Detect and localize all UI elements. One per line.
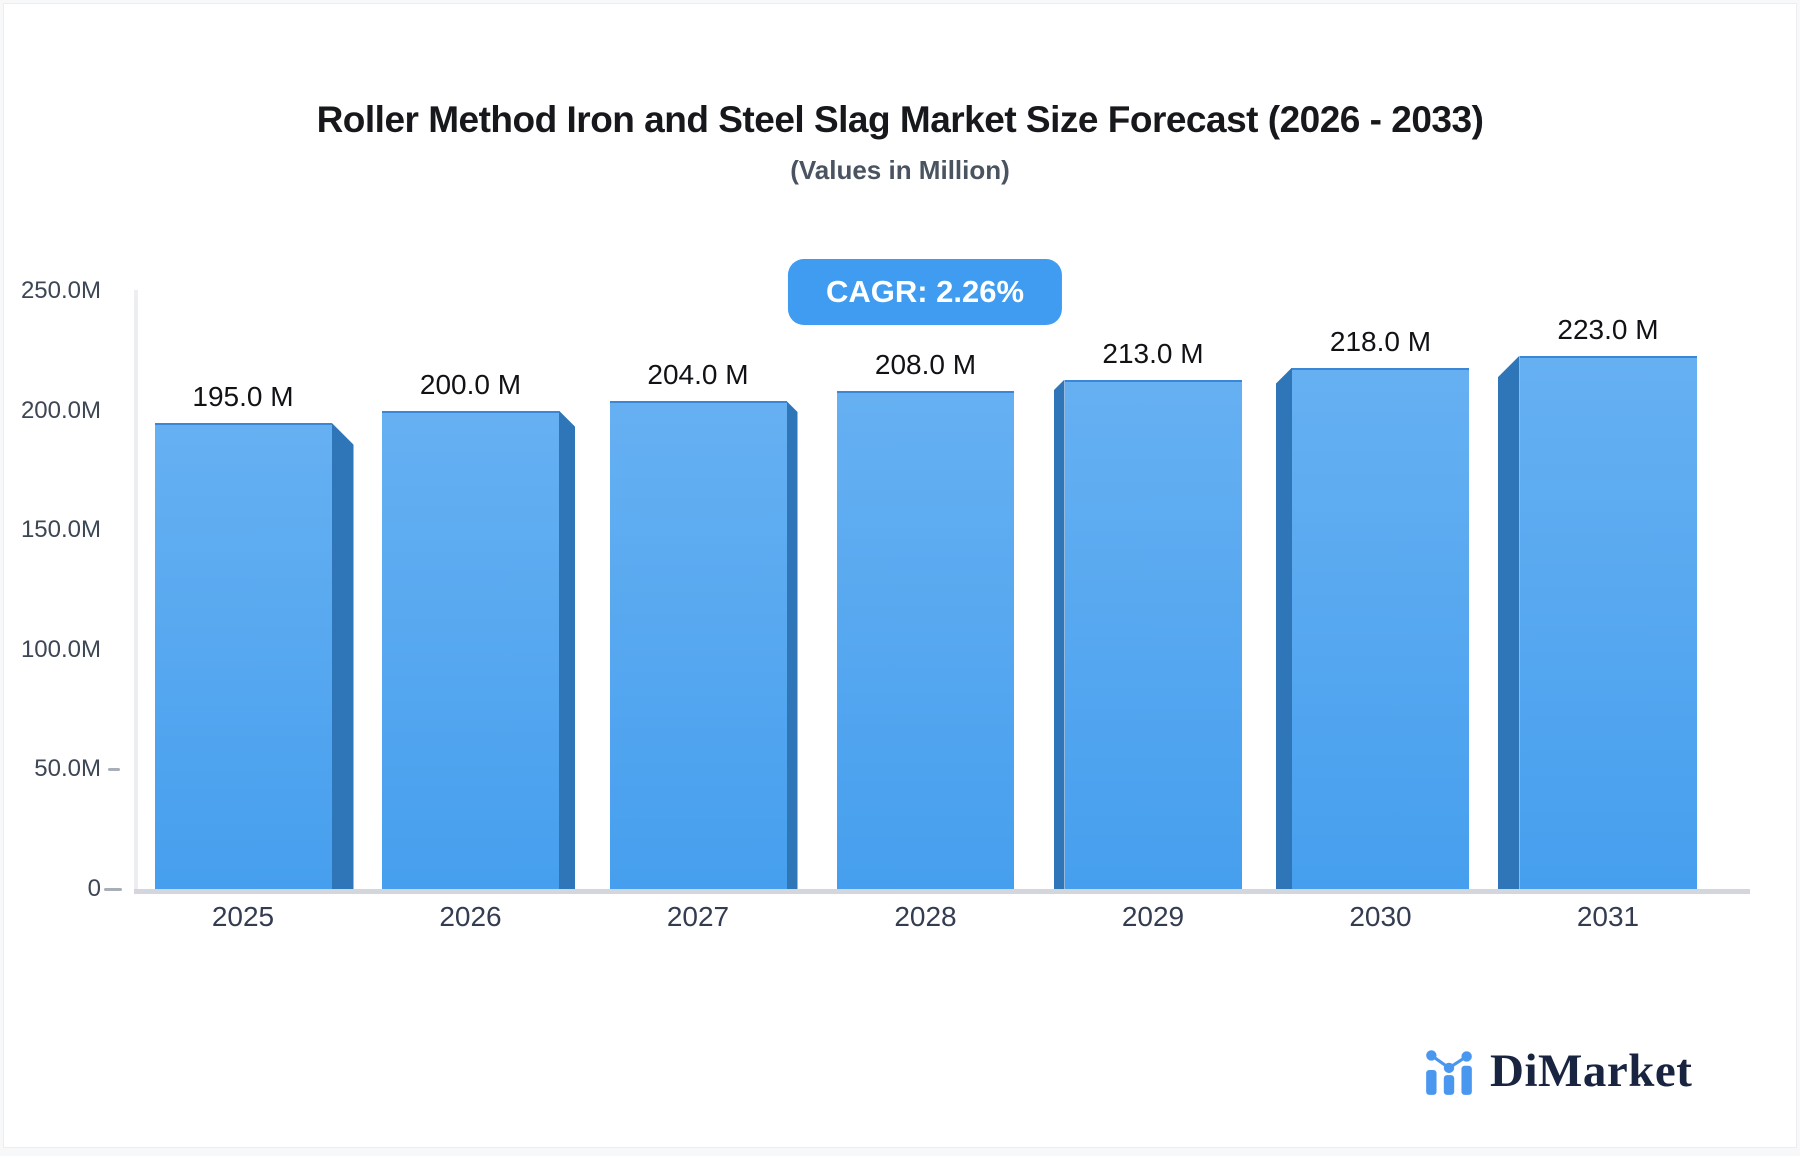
- y-axis-label-100.0M: 100.0M: [20, 635, 101, 663]
- chart-title: Roller Method Iron and Steel Slag Market…: [316, 99, 1484, 140]
- bar-2028[interactable]: [837, 391, 1014, 889]
- bar-2025[interactable]: [154, 422, 332, 889]
- y-axis-tick: [108, 768, 120, 772]
- bar-value-label-2031: 223.0 M: [1557, 313, 1659, 345]
- x-axis-label-2031: 2031: [1576, 901, 1640, 932]
- y-axis-label-150.0M: 150.0M: [20, 516, 101, 544]
- y-axis-label-50.0M: 50.0M: [34, 755, 101, 783]
- x-axis-label-2025: 2025: [211, 901, 275, 932]
- bar-2026[interactable]: [382, 410, 559, 889]
- y-axis-label-200.0M: 200.0M: [20, 396, 101, 424]
- x-axis-label-2029: 2029: [1121, 901, 1185, 932]
- bar-2027[interactable]: [609, 401, 787, 889]
- y-axis-label-0: 0: [87, 875, 101, 902]
- chart-card: Roller Method Iron and Steel Slag Market…: [3, 3, 1797, 1148]
- y-axis-tick: [104, 888, 122, 891]
- bar-2025-3d-side: [331, 422, 354, 889]
- cagr-badge: CAGR: 2.26%: [787, 259, 1063, 325]
- x-axis-label-2030: 2030: [1349, 901, 1412, 932]
- dimarket-logo[interactable]: DiMarket: [1422, 1044, 1692, 1098]
- bar-2030-3d-side: [1276, 367, 1292, 889]
- y-axis-line: [134, 290, 138, 890]
- bar-value-label-2030: 218.0 M: [1329, 325, 1432, 357]
- bar-value-label-2027: 204.0 M: [647, 359, 749, 391]
- bar-2029-3d-side: [1053, 379, 1065, 889]
- bar-value-label-2028: 208.0 M: [874, 349, 977, 381]
- bar-chart-logo-icon: [1426, 1050, 1472, 1095]
- bar-2029[interactable]: [1064, 379, 1242, 889]
- bar-value-label-2029: 213.0 M: [1102, 337, 1204, 369]
- x-axis-label-2027: 2027: [666, 901, 730, 932]
- x-axis-label-2028: 2028: [894, 901, 957, 932]
- bar-value-label-2026: 200.0 M: [419, 368, 522, 400]
- y-axis-label-250.0M: 250.0M: [20, 277, 101, 304]
- x-axis-line: [134, 889, 1750, 894]
- bar-2031[interactable]: [1519, 355, 1697, 889]
- bar-2026-3d-side: [559, 410, 575, 889]
- bar-2030[interactable]: [1292, 367, 1469, 889]
- x-axis-label-2026: 2026: [439, 901, 502, 932]
- bar-2031-3d-side: [1497, 355, 1520, 889]
- logo-text: DiMarket: [1490, 1045, 1693, 1097]
- chart-subtitle: (Values in Million): [790, 155, 1010, 185]
- bar-2027-3d-side: [786, 401, 798, 889]
- chart-header: Roller Method Iron and Steel Slag Market…: [4, 99, 1796, 186]
- plot-area: 195.0 M 200.0 M 204.0 M 208.0 M 213.0 M 218.0…: [137, 291, 1750, 889]
- bar-value-label-2025: 195.0 M: [192, 380, 294, 412]
